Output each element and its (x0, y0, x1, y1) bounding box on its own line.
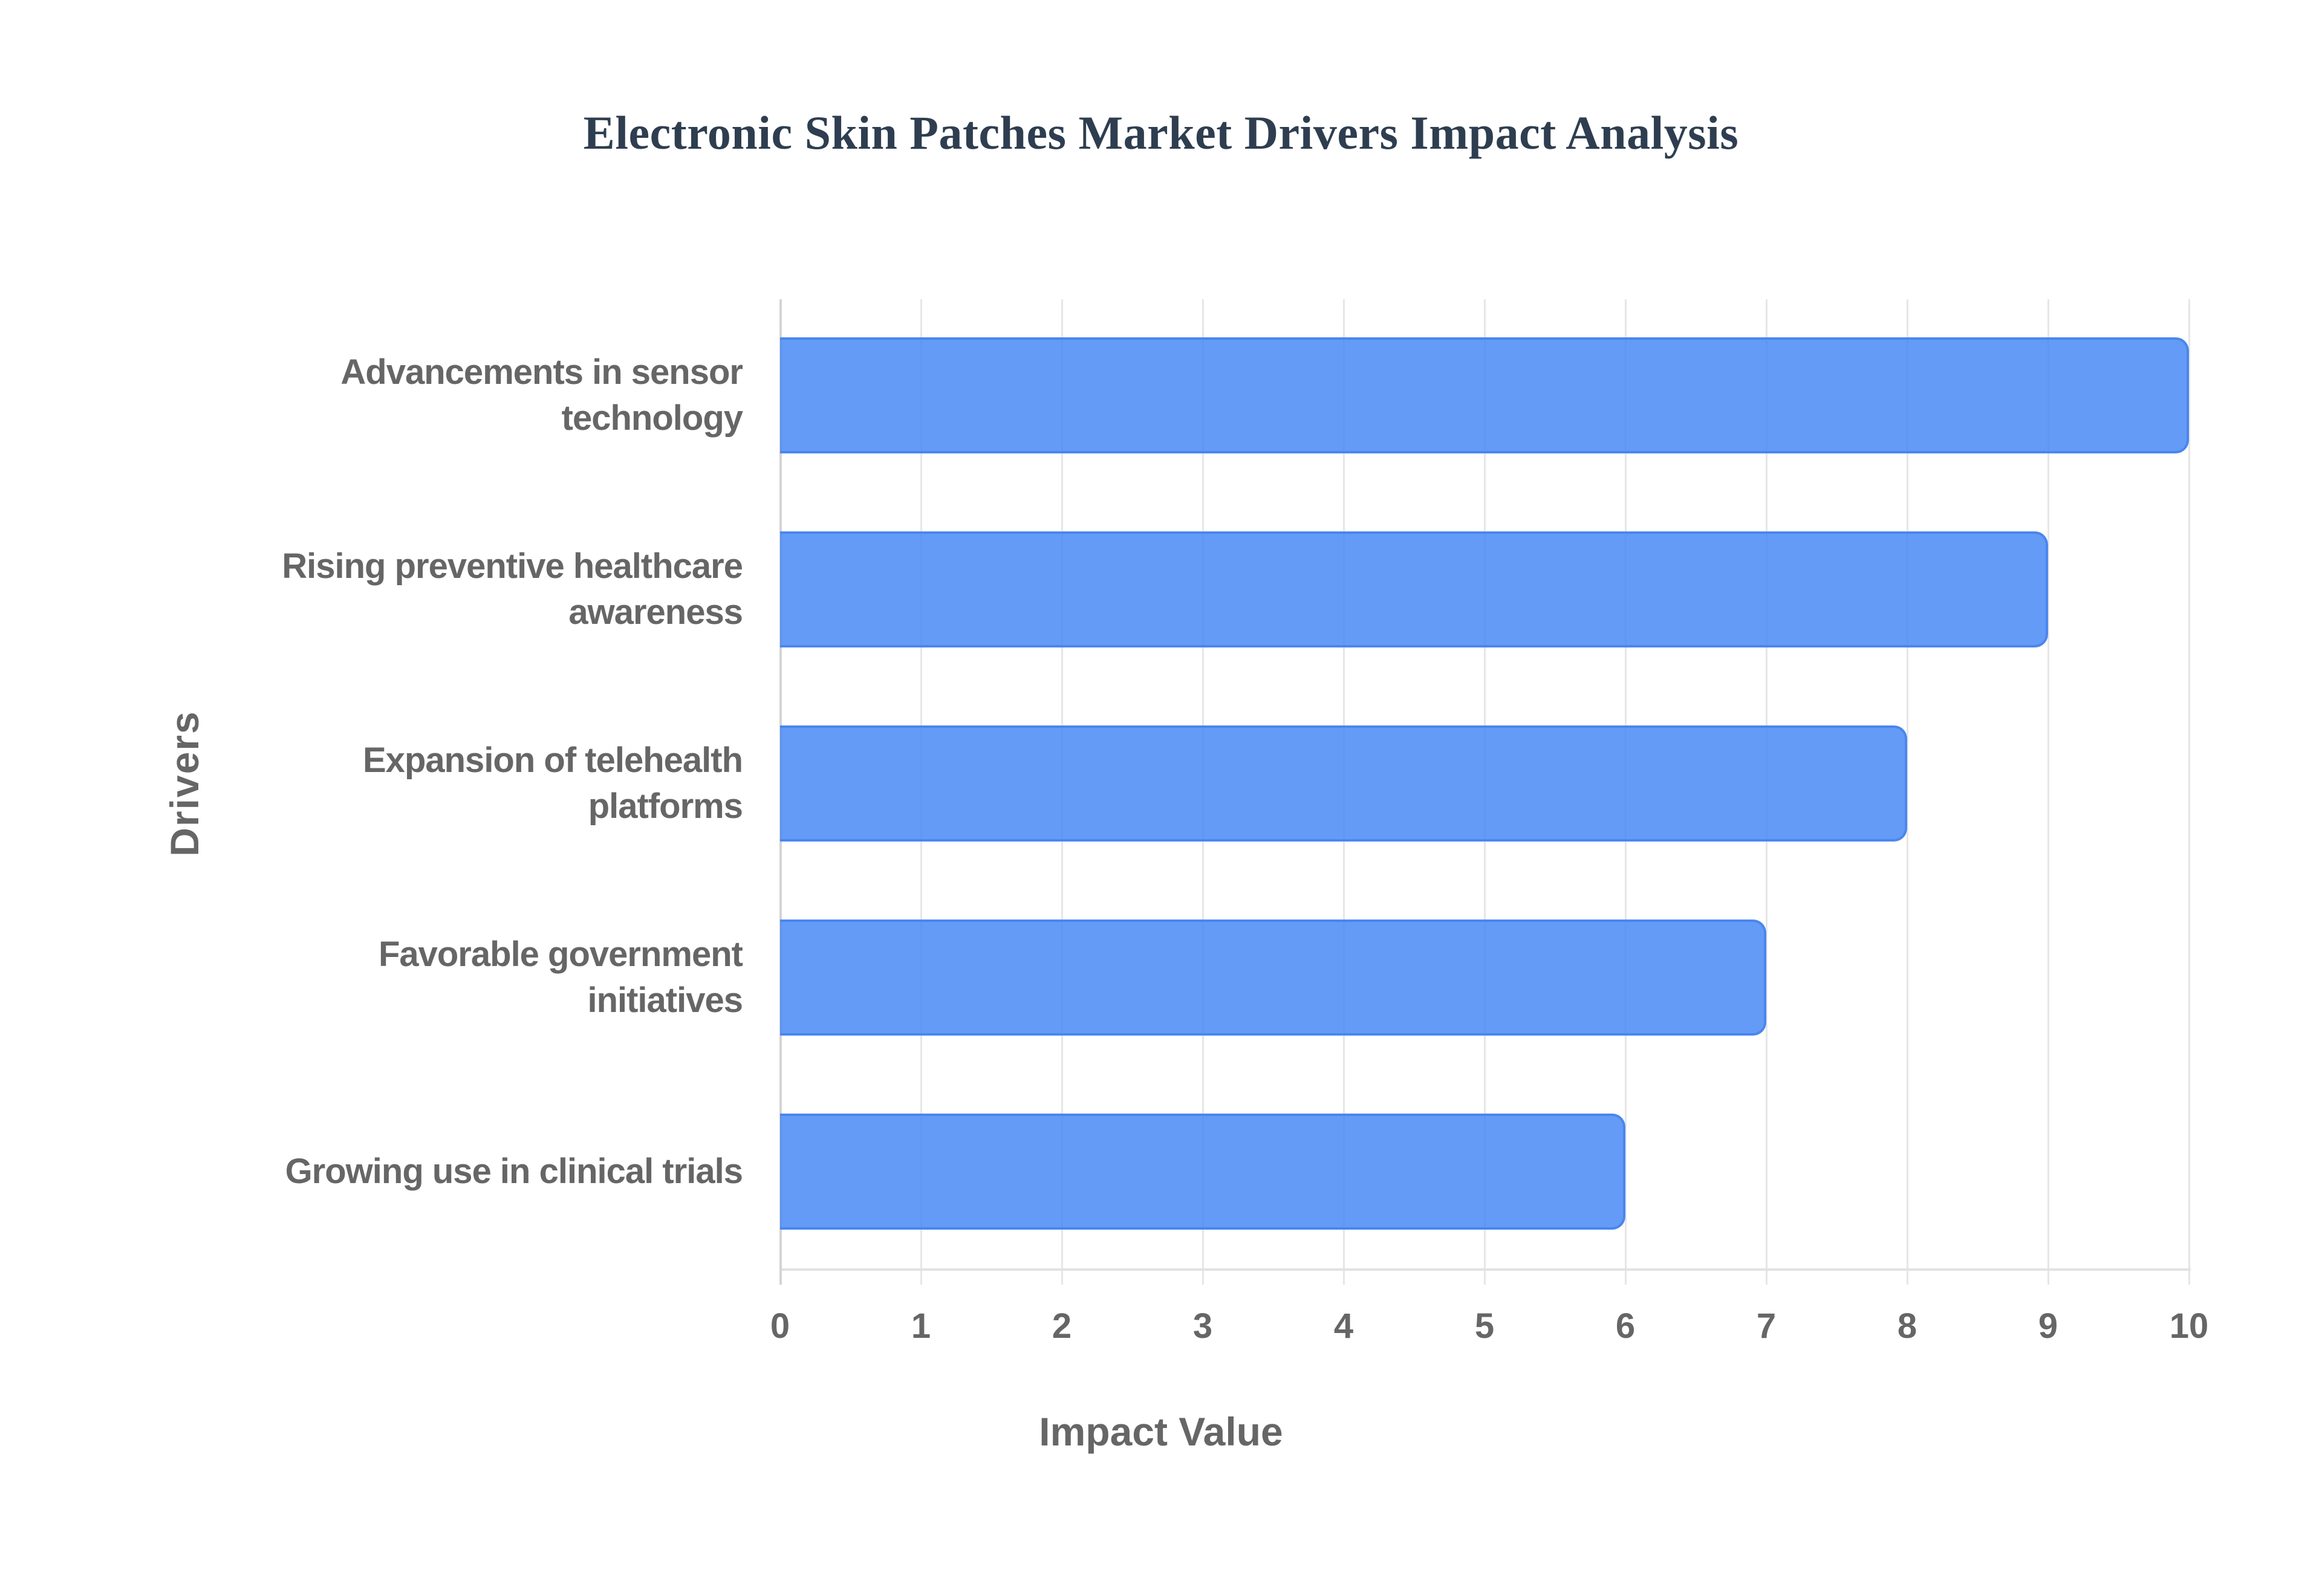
y-tick-label-line: Favorable government (378, 935, 743, 974)
x-tick-label: 2 (1052, 1306, 1072, 1346)
y-tick-label-line: Expansion of telehealth (363, 741, 743, 780)
chart-title: Electronic Skin Patches Market Drivers I… (583, 106, 1739, 159)
x-tick-label: 9 (2038, 1306, 2058, 1346)
x-tick-label: 0 (770, 1306, 790, 1346)
x-tick-label: 1 (911, 1306, 931, 1346)
gridline (2188, 299, 2190, 1285)
x-tick-label: 5 (1474, 1306, 1495, 1346)
y-tick-label: Expansion of telehealth platforms (198, 738, 743, 829)
x-tick-label: 7 (1756, 1306, 1777, 1346)
y-tick-label: Rising preventive healthcare awareness (198, 543, 743, 635)
y-tick-label-line: awareness (568, 592, 743, 632)
x-tick-label: 3 (1192, 1306, 1213, 1346)
bar-advancements-in-sensor-technology[interactable] (780, 337, 2189, 453)
x-tick-label: 4 (1333, 1306, 1354, 1346)
y-tick-label: Advancements in sensor technology (198, 349, 743, 441)
bar-expansion-of-telehealth-platforms[interactable] (780, 725, 1907, 842)
y-tick-label-line: Advancements in sensor (340, 352, 743, 392)
x-tick-label: 8 (1897, 1306, 1917, 1346)
y-tick-label: Favorable government initiatives (198, 932, 743, 1023)
x-tick-label: 6 (1615, 1306, 1636, 1346)
plot-area (779, 299, 2191, 1285)
y-tick-label-line: Growing use in clinical trials (285, 1152, 743, 1191)
gridline (2047, 299, 2049, 1285)
bar-favorable-government-initiatives[interactable] (780, 920, 1766, 1036)
y-tick-label-line: initiatives (587, 981, 743, 1020)
bar-growing-use-in-clinical-trials[interactable] (780, 1114, 1625, 1230)
y-tick-label-line: technology (561, 398, 743, 438)
y-tick-label-line: platforms (588, 787, 743, 826)
bar-rising-preventive-healthcare-awareness[interactable] (780, 531, 2048, 647)
y-tick-label-line: Rising preventive healthcare (282, 547, 743, 586)
x-axis-title: Impact Value (1039, 1409, 1283, 1454)
gridline (1907, 299, 1908, 1285)
x-axis-line (780, 1268, 2191, 1271)
x-tick-label: 10 (2169, 1306, 2209, 1346)
y-tick-label: Growing use in clinical trials (198, 1149, 743, 1195)
